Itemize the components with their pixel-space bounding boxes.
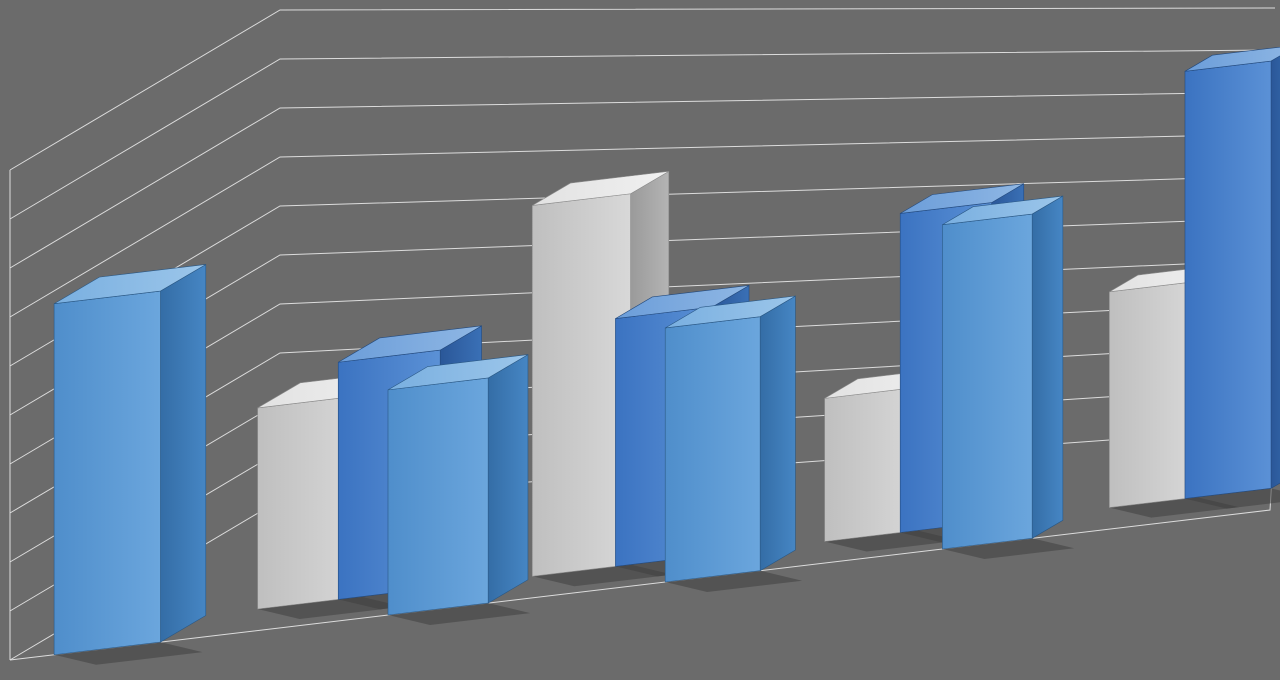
- bar-side: [760, 296, 795, 571]
- bar-front: [388, 378, 488, 615]
- bar-chart-3d: [0, 0, 1280, 680]
- bar-side: [1032, 196, 1063, 538]
- bar-front: [54, 291, 160, 655]
- bar-front: [1109, 281, 1197, 507]
- bar-side: [488, 355, 528, 603]
- bar-front: [1185, 61, 1271, 499]
- bar-side: [161, 264, 206, 642]
- bar-front: [665, 317, 760, 582]
- bar-side: [1271, 45, 1280, 488]
- bar-front: [942, 214, 1032, 549]
